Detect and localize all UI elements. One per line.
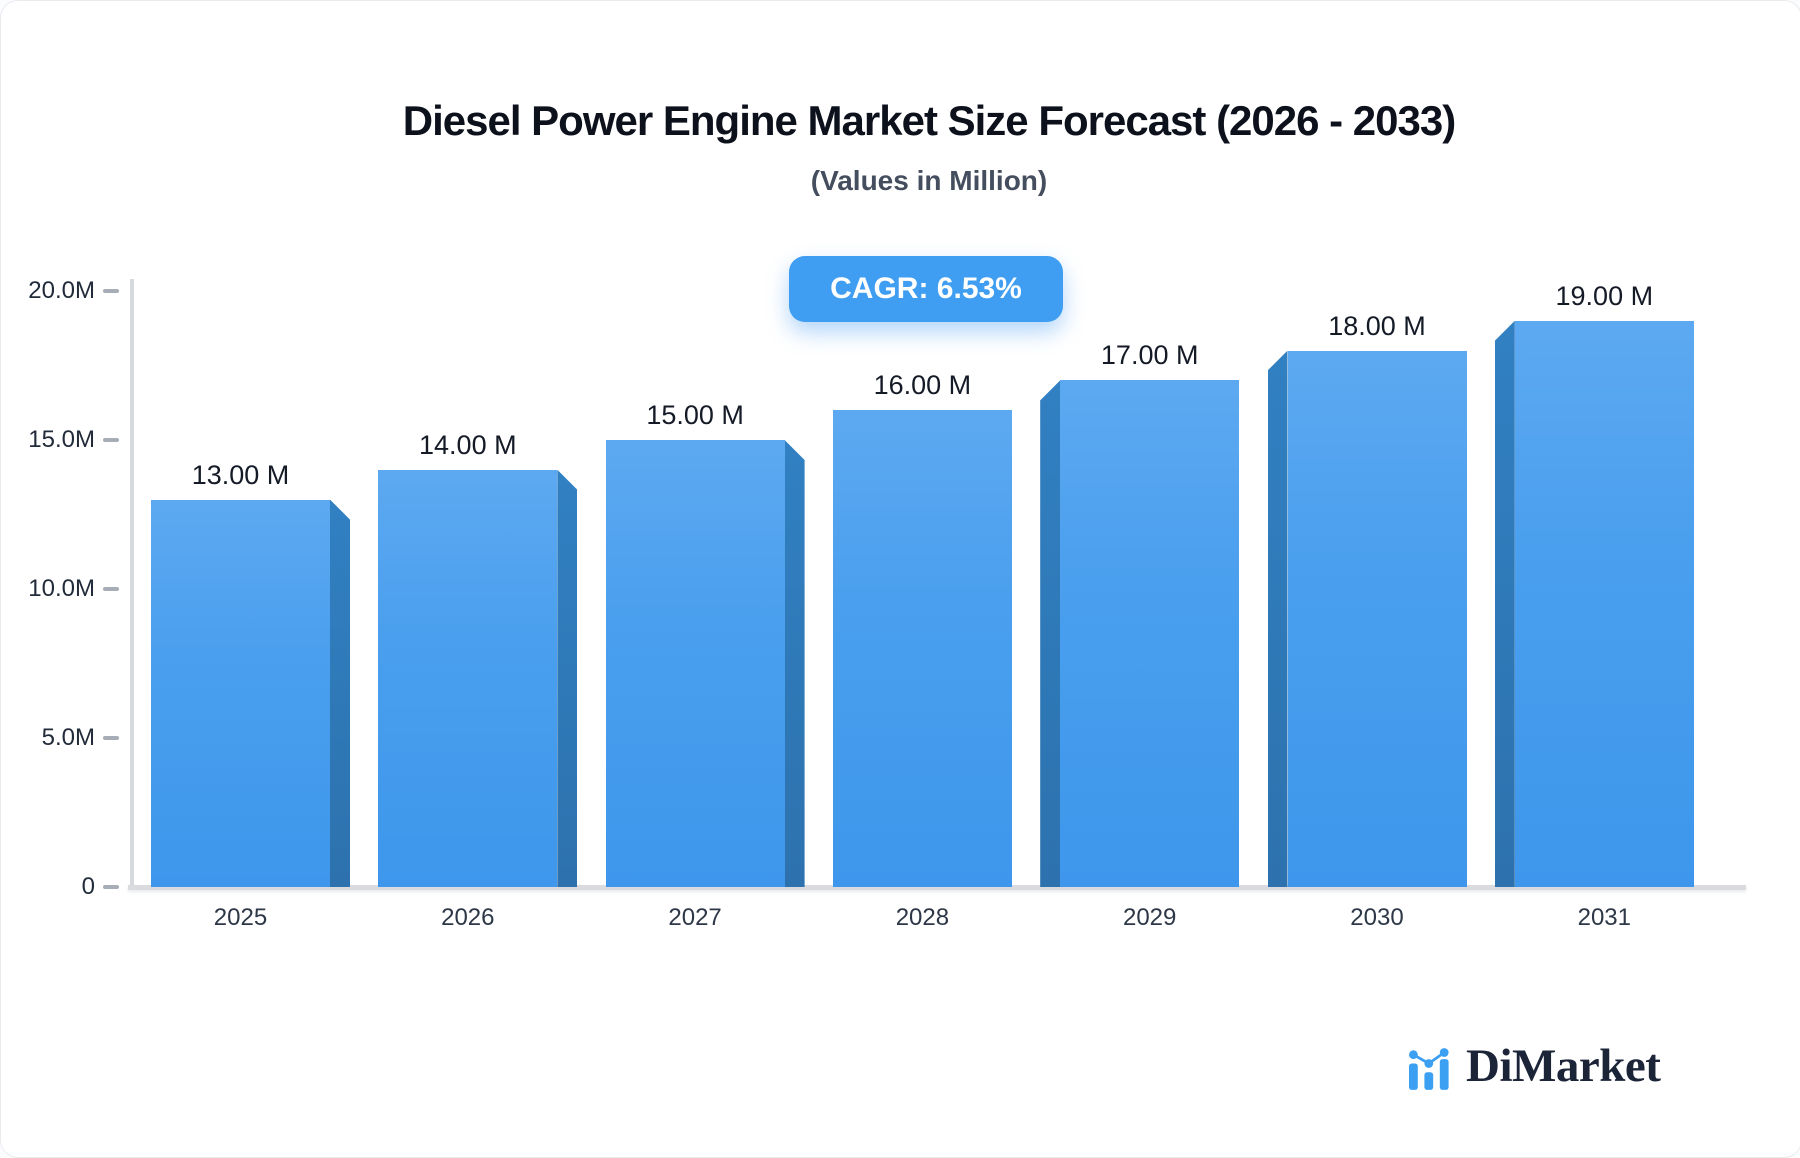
bar-face — [1287, 350, 1467, 887]
y-axis-tick — [103, 438, 119, 442]
bar-chart-logo-icon — [1409, 1048, 1449, 1090]
y-axis-label: 20.0M — [28, 277, 95, 304]
bar-face — [1514, 320, 1694, 887]
y-axis-tick — [103, 885, 119, 889]
x-axis-line — [128, 885, 1746, 890]
x-axis-label: 2031 — [1577, 904, 1631, 931]
chart-title: Diesel Power Engine Market Size Forecast… — [402, 97, 1456, 144]
cagr-badge: CAGR: 6.53% — [789, 256, 1063, 322]
bar-value-label: 19.00 M — [1555, 280, 1654, 311]
bar-2030 — [1267, 350, 1467, 887]
bar-value-label: 17.00 M — [1100, 340, 1199, 371]
bar-2027 — [605, 440, 805, 887]
y-axis-label: 15.0M — [28, 426, 95, 453]
dimarket-logo: DiMarket — [1409, 1040, 1661, 1092]
bar-face — [832, 410, 1012, 887]
x-axis-label: 2025 — [213, 904, 268, 931]
y-axis-label: 5.0M — [41, 724, 95, 751]
bar-side-face — [1494, 320, 1515, 887]
bar-face — [605, 440, 785, 887]
bar-face — [151, 499, 330, 887]
bar-2026 — [378, 469, 578, 887]
y-axis-label: 10.0M — [28, 575, 95, 602]
y-axis-line — [130, 279, 134, 887]
x-axis-label: 2028 — [895, 904, 950, 931]
y-axis-label: 0 — [81, 873, 95, 900]
bar-2031 — [1494, 320, 1694, 887]
bar-face — [1060, 380, 1240, 887]
chart-subtitle: (Values in Million) — [810, 165, 1048, 196]
y-axis-tick — [103, 587, 119, 591]
x-axis-label: 2029 — [1122, 904, 1177, 931]
bar-2028 — [832, 410, 1012, 887]
bar-value-label: 18.00 M — [1328, 310, 1426, 341]
bar-side-face — [330, 499, 350, 887]
bar-value-label: 15.00 M — [646, 400, 744, 430]
bar-2029 — [1040, 380, 1240, 887]
dimarket-logo-text: DiMarket — [1466, 1040, 1661, 1092]
bar-2025 — [151, 499, 350, 887]
bar-value-label: 16.00 M — [873, 370, 972, 401]
bar-side-face — [1267, 350, 1288, 887]
bar-side-face — [784, 440, 805, 887]
bar-side-face — [557, 469, 578, 887]
bar-value-label: 14.00 M — [419, 429, 517, 460]
x-axis-label: 2027 — [668, 904, 722, 931]
y-axis-tick — [103, 289, 119, 293]
bar-side-face — [1040, 380, 1061, 887]
bar-face — [378, 469, 558, 887]
bar-value-label: 13.00 M — [191, 459, 290, 490]
y-axis-tick — [103, 736, 119, 740]
x-axis-label: 2026 — [441, 904, 495, 931]
x-axis-label: 2030 — [1350, 904, 1404, 931]
